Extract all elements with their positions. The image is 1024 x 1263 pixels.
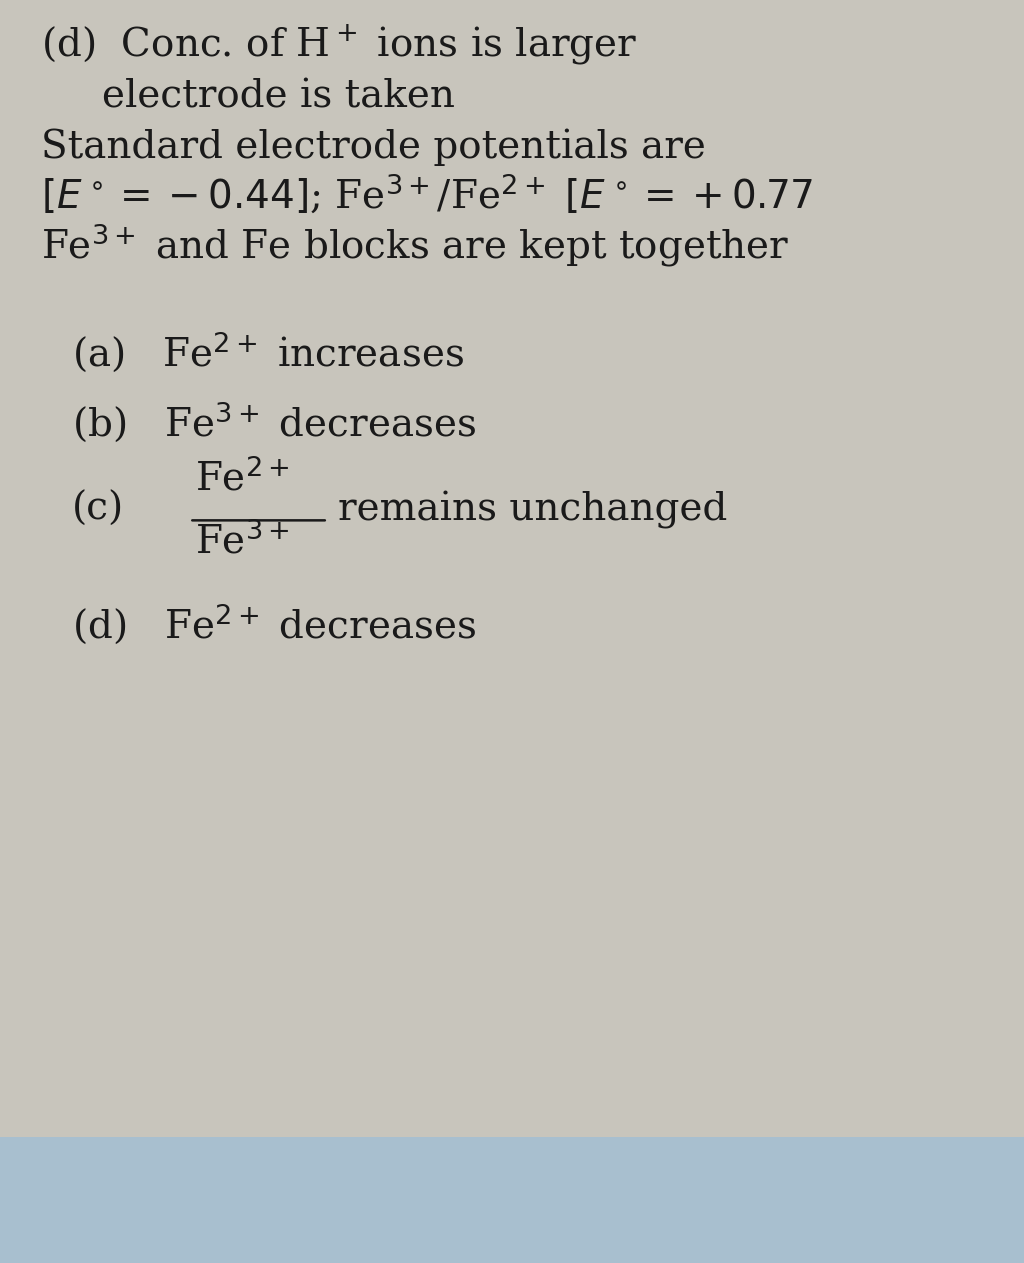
Text: Fe$^{2+}$: Fe$^{2+}$	[195, 458, 290, 498]
Text: Fe$^{3+}$ and Fe blocks are kept together: Fe$^{3+}$ and Fe blocks are kept togethe…	[41, 222, 790, 269]
Text: remains unchanged: remains unchanged	[338, 491, 727, 529]
FancyBboxPatch shape	[0, 0, 1024, 1137]
Text: (d)  Conc. of H$^+$ ions is larger: (d) Conc. of H$^+$ ions is larger	[41, 23, 637, 67]
Text: (d)   Fe$^{2+}$ decreases: (d) Fe$^{2+}$ decreases	[72, 601, 476, 645]
Text: electrode is taken: electrode is taken	[102, 78, 456, 115]
Text: (c): (c)	[72, 491, 124, 528]
FancyBboxPatch shape	[0, 1137, 1024, 1263]
Text: (b)   Fe$^{3+}$ decreases: (b) Fe$^{3+}$ decreases	[72, 399, 476, 443]
Text: $[E^\circ=-0.44]$; Fe$^{3+}$/Fe$^{2+}$ $[E^\circ=+0.77$: $[E^\circ=-0.44]$; Fe$^{3+}$/Fe$^{2+}$ $…	[41, 172, 813, 216]
Text: Standard electrode potentials are: Standard electrode potentials are	[41, 129, 706, 165]
Text: (a)   Fe$^{2+}$ increases: (a) Fe$^{2+}$ increases	[72, 330, 464, 374]
Text: Fe$^{3+}$: Fe$^{3+}$	[195, 522, 290, 561]
